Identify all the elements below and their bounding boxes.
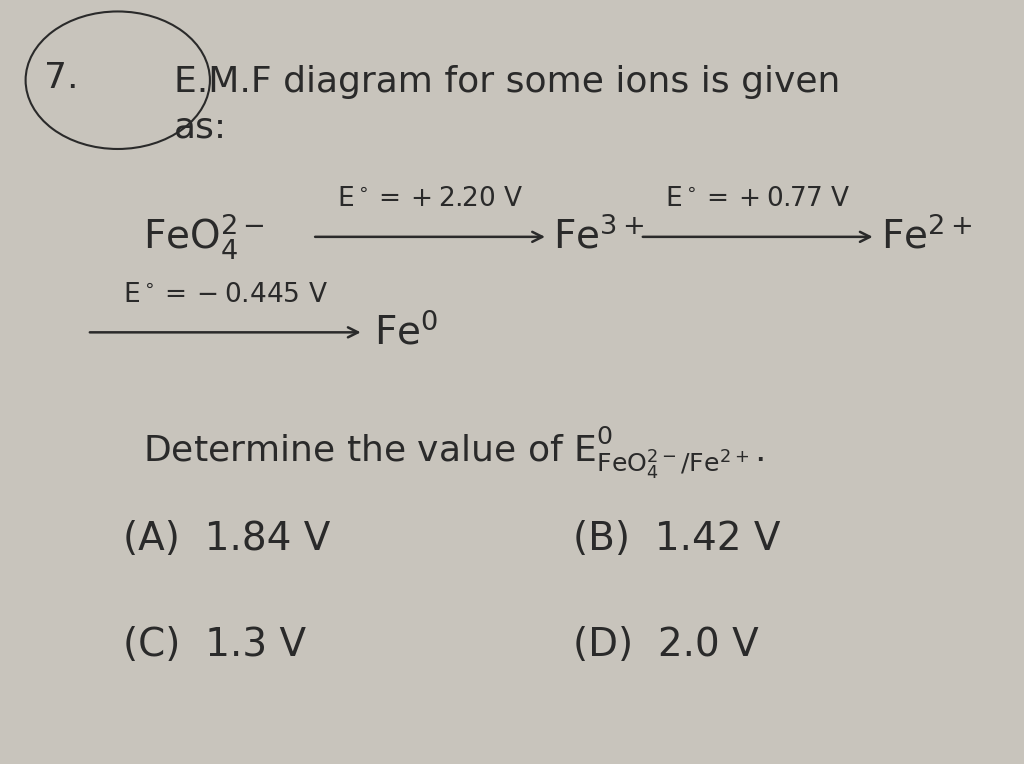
Text: (B)  1.42 V: (B) 1.42 V — [573, 520, 781, 558]
Text: $\mathregular{E^\circ=+0.77\ V}$: $\mathregular{E^\circ=+0.77\ V}$ — [665, 186, 851, 212]
Text: $\mathregular{FeO_4^{2-}}$: $\mathregular{FeO_4^{2-}}$ — [143, 212, 265, 262]
Text: as:: as: — [174, 111, 227, 145]
Text: $\mathregular{E^\circ=+2.20\ V}$: $\mathregular{E^\circ=+2.20\ V}$ — [337, 186, 523, 212]
Text: (C)  1.3 V: (C) 1.3 V — [123, 626, 306, 665]
Text: $\mathregular{Fe^{2+}}$: $\mathregular{Fe^{2+}}$ — [881, 217, 972, 257]
Text: $\mathregular{Fe^{3+}}$: $\mathregular{Fe^{3+}}$ — [553, 217, 644, 257]
Text: Determine the value of $\mathregular{E^0_{FeO_4^{2-}/Fe^{2+}}}$.: Determine the value of $\mathregular{E^0… — [143, 424, 764, 481]
Text: 7.: 7. — [44, 61, 79, 96]
Text: $\mathregular{E^\circ=-0.445\ V}$: $\mathregular{E^\circ=-0.445\ V}$ — [123, 282, 328, 308]
Text: (A)  1.84 V: (A) 1.84 V — [123, 520, 331, 558]
Text: (D)  2.0 V: (D) 2.0 V — [573, 626, 759, 665]
Text: $\mathregular{Fe^0}$: $\mathregular{Fe^0}$ — [374, 312, 438, 352]
Text: E.M.F diagram for some ions is given: E.M.F diagram for some ions is given — [174, 65, 841, 99]
